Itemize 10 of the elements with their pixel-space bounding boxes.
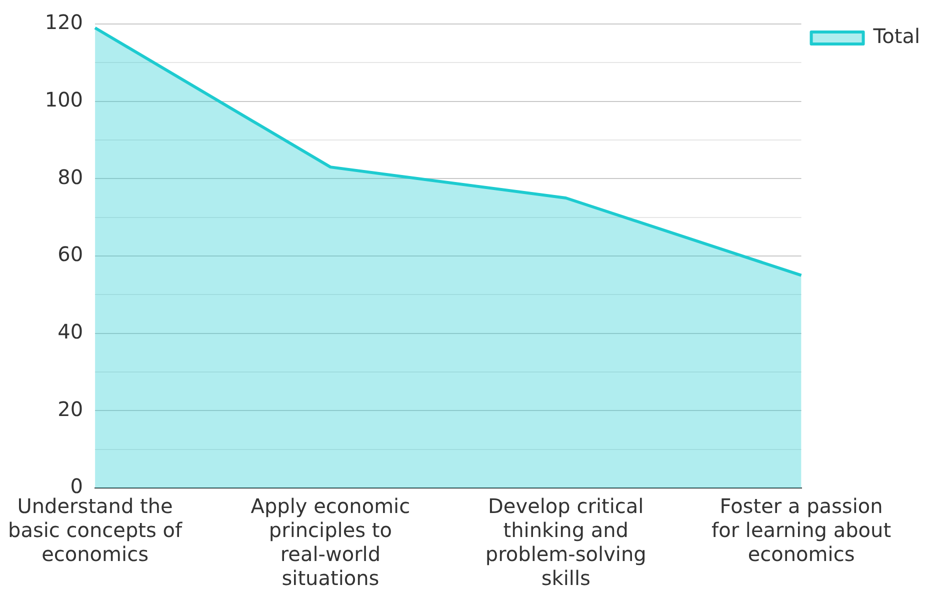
x-tick-label: Foster a passion for learning about economics: [712, 494, 892, 566]
y-tick-label: 60: [58, 242, 84, 266]
y-tick-label: 40: [58, 320, 84, 344]
x-tick-label: Develop critical thinking and problem-solving skills: [485, 494, 646, 590]
y-tick-label: 20: [58, 396, 84, 421]
y-tick-label: 120: [44, 10, 84, 34]
x-tick-label: Apply economic principles to real-world situations: [250, 494, 410, 590]
legend-label: Total: [872, 24, 920, 48]
y-tick-label: 100: [44, 88, 84, 112]
y-tick-label: 80: [58, 164, 84, 189]
